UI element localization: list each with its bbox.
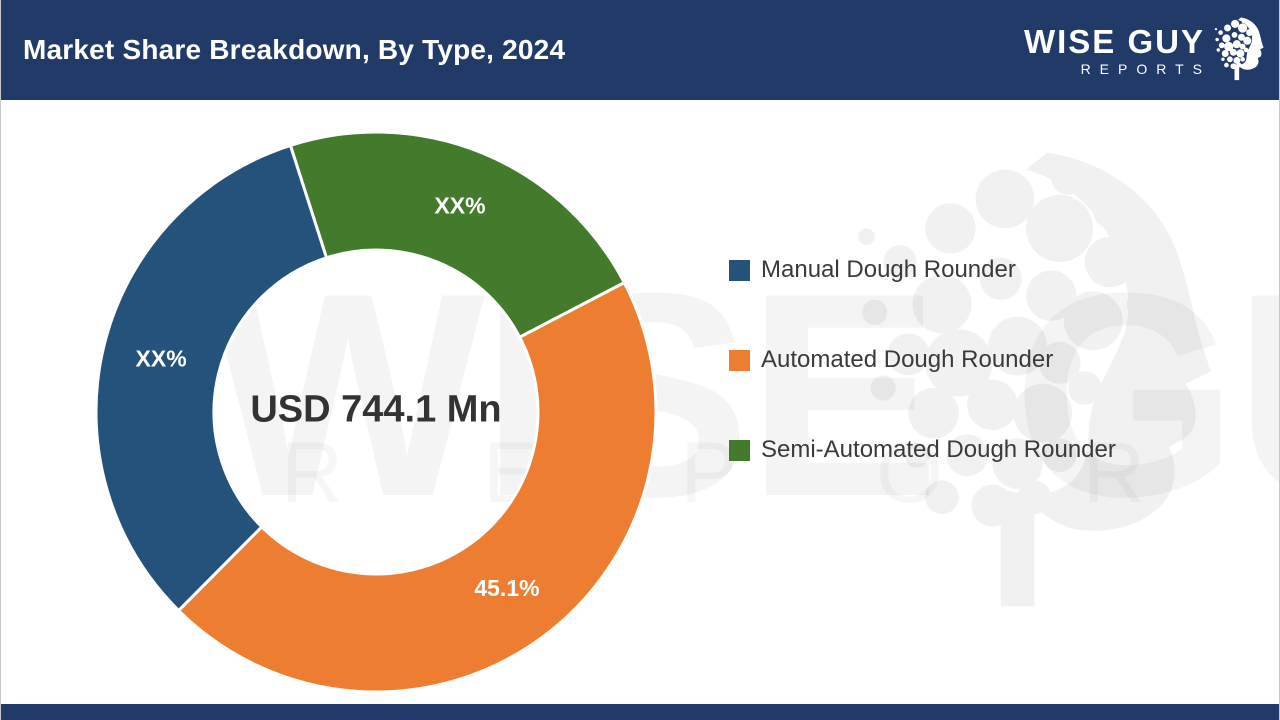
- page-title: Market Share Breakdown, By Type, 2024: [23, 34, 566, 65]
- legend-label: Automated Dough Rounder: [761, 346, 1054, 373]
- footer-bar: [1, 704, 1279, 720]
- legend-label: Semi-Automated Dough Rounder: [761, 436, 1116, 463]
- header-bar: Market Share Breakdown, By Type, 2024 WI…: [1, 0, 1280, 100]
- slice-value-label: XX%: [434, 193, 485, 219]
- donut-slice-manual-dough-rounder: [94, 143, 328, 613]
- donut-slice-semi-automated-dough-rounder: [288, 130, 626, 339]
- legend-swatch-blue: [729, 259, 750, 281]
- chart-legend: Manual Dough Rounder Automated Dough Rou…: [729, 256, 1116, 526]
- logo-text: WISE GUY REPORTS: [1024, 25, 1205, 76]
- legend-swatch-orange: [729, 349, 750, 371]
- legend-swatch-green: [729, 439, 750, 461]
- chart-center-value: USD 744.1 Mn: [250, 388, 502, 431]
- legend-item-semi-automated: Semi-Automated Dough Rounder: [729, 436, 1116, 464]
- legend-label: Manual Dough Rounder: [761, 256, 1016, 283]
- slice-value-label: XX%: [136, 345, 187, 371]
- logo-wordmark: WISE GUY: [1023, 22, 1205, 60]
- legend-item-automated: Automated Dough Rounder: [729, 346, 1116, 374]
- wise-guy-reports-logo: WISE GUY REPORTS: [1024, 14, 1280, 86]
- legend-item-manual: Manual Dough Rounder: [729, 256, 1116, 284]
- slice-value-label: 45.1%: [474, 575, 539, 601]
- dotted-face-profile-icon: [1209, 14, 1267, 86]
- donut-chart: XX% 45.1% XX%: [94, 130, 658, 694]
- donut-slice-automated-dough-rounder: [177, 281, 658, 694]
- logo-subtitle: REPORTS: [1080, 60, 1211, 77]
